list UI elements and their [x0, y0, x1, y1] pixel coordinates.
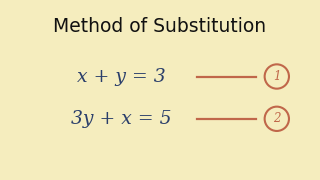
Text: 3y + x = 5: 3y + x = 5	[71, 110, 172, 128]
Text: Method of Substitution: Method of Substitution	[53, 17, 267, 36]
Text: x + y = 3: x + y = 3	[77, 68, 166, 86]
Text: 2: 2	[273, 112, 281, 125]
Text: 1: 1	[273, 70, 281, 83]
